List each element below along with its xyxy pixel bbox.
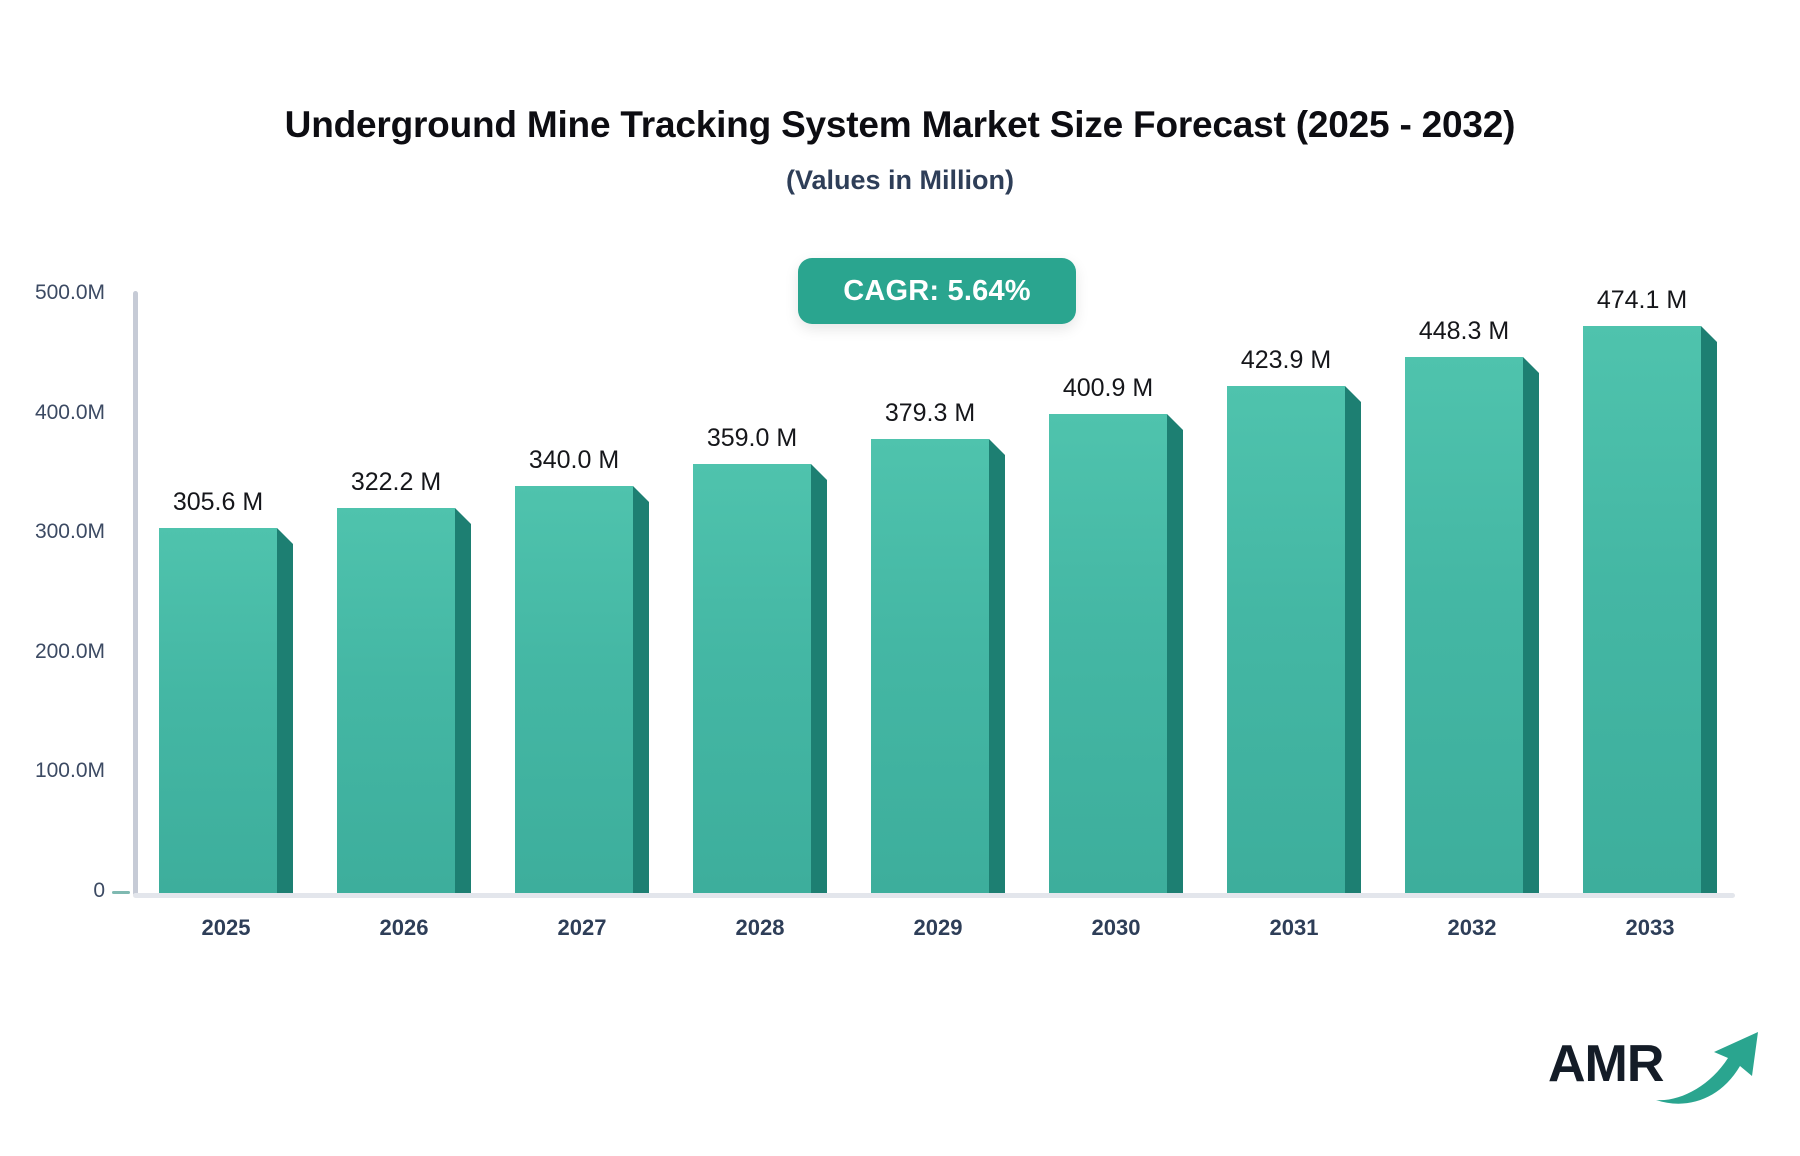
bar: 322.2 M xyxy=(337,468,471,893)
bar-top-face xyxy=(455,507,471,524)
cagr-badge: CAGR: 5.64% xyxy=(798,258,1076,324)
amr-logo-text: AMR xyxy=(1548,1035,1664,1093)
bar: 359.0 M xyxy=(693,424,827,893)
bar-side-face xyxy=(1345,402,1361,893)
bar-value-label: 474.1 M xyxy=(1596,285,1688,314)
growth-arrow-icon xyxy=(1654,1028,1766,1111)
bar-front-face xyxy=(159,527,277,893)
x-axis-tick-label: 2027 xyxy=(557,915,607,940)
bar-top-face xyxy=(1523,356,1539,373)
y-axis-tick-label: 0 xyxy=(93,879,105,902)
bar-front-face xyxy=(1405,356,1523,893)
x-axis-line xyxy=(133,893,1735,898)
x-axis-tick-label: 2031 xyxy=(1269,915,1319,940)
bar-side-face xyxy=(455,523,471,893)
bar-value-label: 448.3 M xyxy=(1418,316,1510,345)
y-axis-tick-label: 400.0M xyxy=(34,400,105,424)
bar-side-face xyxy=(1523,372,1539,893)
bar-top-face xyxy=(1167,413,1183,430)
chart-header: Underground Mine Tracking System Market … xyxy=(0,104,1800,196)
cagr-badge-label: CAGR: 5.64% xyxy=(843,274,1031,307)
bar: 400.9 M xyxy=(1049,374,1183,893)
bar: 448.3 M xyxy=(1405,317,1539,893)
bar-front-face xyxy=(515,486,633,893)
y-axis-tick-label: 200.0M xyxy=(34,639,105,663)
bar-value-label: 359.0 M xyxy=(706,423,798,452)
amr-logo: AMR xyxy=(1548,1032,1758,1104)
bar-value-label: 322.2 M xyxy=(350,467,442,496)
y-axis-tick-label: 300.0M xyxy=(34,520,105,544)
x-axis-tick-label: 2032 xyxy=(1447,915,1497,940)
bar-side-face xyxy=(1167,429,1183,893)
bar: 379.3 M xyxy=(871,399,1005,893)
x-axis-tick-label: 2030 xyxy=(1091,915,1141,940)
bar-value-label: 379.3 M xyxy=(884,399,976,428)
chart-subtitle: (Values in Million) xyxy=(785,164,1015,195)
bar-value-label: 305.6 M xyxy=(172,487,264,516)
bar-side-face xyxy=(277,543,293,893)
bar: 340.0 M xyxy=(515,446,649,893)
bar-front-face xyxy=(1049,413,1167,893)
x-axis-tick-label: 2033 xyxy=(1625,915,1675,940)
bar: 423.9 M xyxy=(1227,346,1361,893)
y-axis-tick-label: 500.0M xyxy=(34,281,105,304)
x-axis-tick-label: 2025 xyxy=(201,915,251,940)
bar-side-face xyxy=(989,455,1005,893)
bar-front-face xyxy=(693,463,811,893)
bar-side-face xyxy=(1701,341,1717,893)
bar-front-face xyxy=(1227,386,1345,893)
bar-top-face xyxy=(277,527,293,544)
bar: 474.1 M xyxy=(1583,286,1717,893)
bar-front-face xyxy=(1583,325,1701,893)
bar-side-face xyxy=(811,479,827,893)
bar-front-face xyxy=(871,439,989,893)
x-axis-tick-label: 2029 xyxy=(913,915,963,940)
bar-top-face xyxy=(1701,325,1717,342)
bar-top-face xyxy=(633,486,649,503)
page-title: Underground Mine Tracking System Market … xyxy=(284,104,1516,145)
x-axis-tick-label: 2026 xyxy=(379,915,429,940)
bar-side-face xyxy=(633,502,649,893)
bar-top-face xyxy=(989,439,1005,456)
bar-top-face xyxy=(811,463,827,480)
y-axis-tick-mark xyxy=(112,891,130,894)
bar-top-face xyxy=(1345,386,1361,402)
bar-value-label: 340.0 M xyxy=(528,446,620,475)
bar-value-label: 400.9 M xyxy=(1062,373,1154,402)
y-axis-tick-label: 100.0M xyxy=(34,759,105,783)
y-axis-line xyxy=(133,291,138,896)
bar-value-label: 423.9 M xyxy=(1240,346,1332,374)
bar-front-face xyxy=(337,507,455,893)
x-axis-tick-label: 2028 xyxy=(735,915,785,940)
bar: 305.6 M xyxy=(159,488,293,893)
